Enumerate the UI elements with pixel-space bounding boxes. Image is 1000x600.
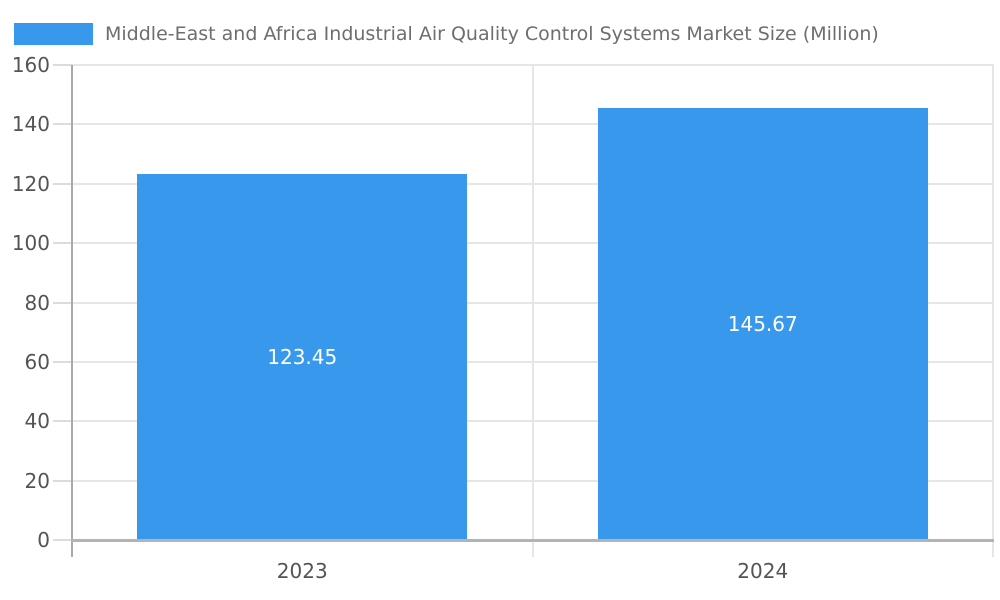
- y-tick-mark: [53, 123, 72, 126]
- y-tick-mark: [53, 539, 72, 541]
- x-axis-line: [71, 539, 994, 542]
- y-axis-label: 60: [24, 349, 50, 374]
- y-tick-mark: [53, 242, 72, 245]
- y-tick-mark: [53, 479, 72, 482]
- bar-value-label: 123.45: [267, 344, 338, 369]
- y-axis-label: 100: [11, 231, 50, 256]
- legend-swatch: [14, 23, 93, 45]
- y-tick-mark: [53, 420, 72, 423]
- y-tick-mark: [53, 360, 72, 363]
- bar[interactable]: [597, 107, 928, 540]
- y-axis-label: 80: [24, 290, 50, 315]
- y-axis-label: 140: [11, 112, 50, 137]
- y-axis-label: 40: [24, 409, 50, 434]
- x-axis-label: 2024: [737, 559, 789, 583]
- y-axis-label: 120: [11, 171, 50, 196]
- y-axis-label: 0: [37, 528, 50, 552]
- y-tick-mark: [53, 64, 72, 66]
- y-axis-label: 20: [24, 468, 50, 493]
- y-tick-mark: [53, 301, 72, 304]
- category-boundary-line: [992, 64, 994, 557]
- y-axis-label: 160: [11, 53, 50, 77]
- chart-title: Middle-East and Africa Industrial Air Qu…: [105, 23, 879, 45]
- bar-value-label: 145.67: [727, 311, 798, 336]
- legend[interactable]: Middle-East and Africa Industrial Air Qu…: [14, 23, 879, 45]
- category-boundary-line: [531, 64, 534, 557]
- x-axis-label: 2023: [276, 559, 328, 583]
- y-tick-mark: [53, 182, 72, 185]
- y-axis-line: [71, 65, 73, 557]
- bar[interactable]: [137, 173, 468, 540]
